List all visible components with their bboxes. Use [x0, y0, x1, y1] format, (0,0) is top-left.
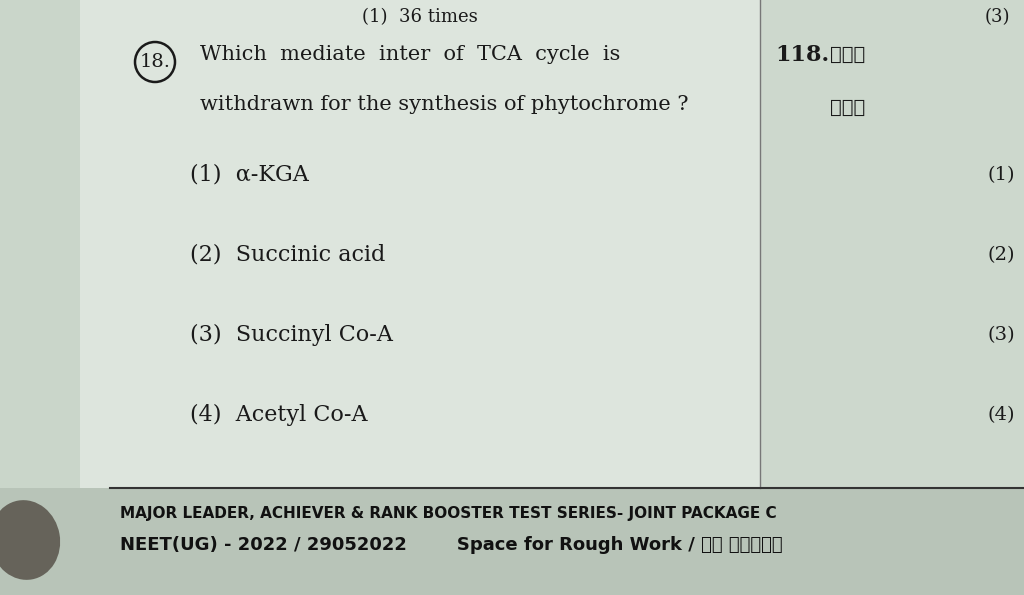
Text: withdrawn for the synthesis of phytochrome ?: withdrawn for the synthesis of phytochro…: [200, 96, 688, 114]
Text: (1)  α-KGA: (1) α-KGA: [190, 164, 309, 186]
Text: (1): (1): [987, 166, 1015, 184]
Text: (1)  36 times: (1) 36 times: [362, 8, 478, 26]
Text: (2)  Succinic acid: (2) Succinic acid: [190, 244, 385, 266]
Text: MAJOR LEADER, ACHIEVER & RANK BOOSTER TEST SERIES- JOINT PACKAGE C: MAJOR LEADER, ACHIEVER & RANK BOOSTER TE…: [120, 506, 776, 521]
Text: Which  mediate  inter  of  TCA  cycle  is: Which mediate inter of TCA cycle is: [200, 45, 621, 64]
Text: (2): (2): [987, 246, 1015, 264]
Text: निम: निम: [830, 46, 865, 64]
Ellipse shape: [0, 500, 60, 580]
Text: (4): (4): [987, 406, 1015, 424]
Text: (3): (3): [984, 8, 1010, 26]
Text: (4)  Acetyl Co-A: (4) Acetyl Co-A: [190, 404, 368, 426]
FancyBboxPatch shape: [0, 488, 1024, 595]
Text: फाड: फाड: [830, 99, 865, 117]
FancyBboxPatch shape: [760, 0, 1024, 488]
Text: NEET(UG) - 2022 / 29052022        Space for Rough Work / रफ कार्य: NEET(UG) - 2022 / 29052022 Space for Rou…: [120, 536, 782, 554]
Text: 18.: 18.: [139, 53, 171, 71]
Text: 118.: 118.: [775, 44, 829, 66]
FancyBboxPatch shape: [0, 0, 80, 595]
Text: (3): (3): [987, 326, 1015, 344]
Text: (3)  Succinyl Co-A: (3) Succinyl Co-A: [190, 324, 393, 346]
